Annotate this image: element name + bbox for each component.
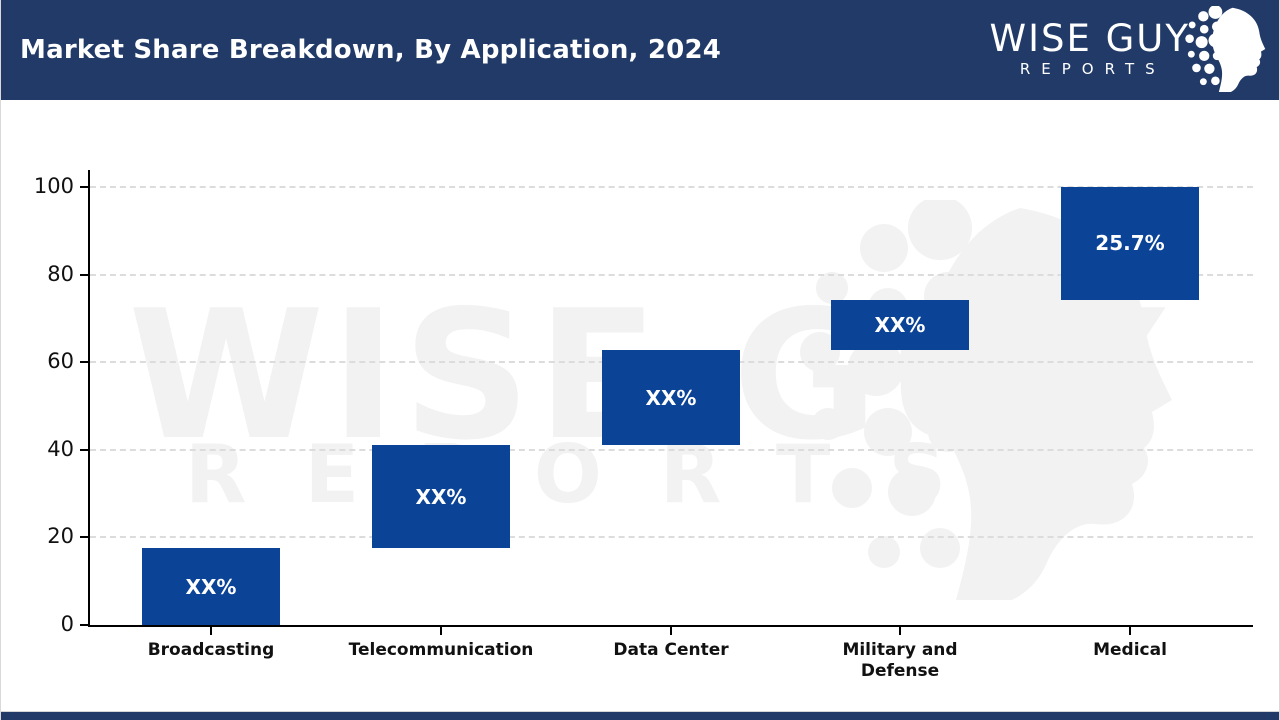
y-axis-tick	[80, 186, 88, 188]
page-title: Market Share Breakdown, By Application, …	[20, 35, 722, 65]
x-axis-category-label: Medical	[1093, 640, 1167, 660]
y-axis-tick	[80, 624, 88, 626]
brand-logo: WISE GUY REPORTS	[990, 6, 1270, 92]
bar-segment: XX%	[142, 548, 280, 625]
brand-logo-line1: WISE GUY	[989, 16, 1190, 60]
y-axis-tick-label: 60	[47, 349, 74, 374]
gridline	[90, 448, 1253, 451]
x-axis-tick	[210, 627, 212, 635]
header-band: Market Share Breakdown, By Application, …	[0, 0, 1280, 100]
x-axis-tick	[670, 627, 672, 635]
bar-segment: XX%	[831, 299, 969, 350]
gridline	[90, 273, 1253, 276]
x-axis-category-label: Data Center	[613, 640, 729, 660]
x-axis-category-label: Military and Defense	[842, 640, 958, 682]
bar-segment: XX%	[372, 445, 510, 549]
y-axis-tick-label: 100	[33, 174, 74, 198]
head-profile-icon	[1185, 6, 1266, 92]
x-axis-tick	[440, 627, 442, 635]
gridline	[90, 536, 1253, 539]
y-axis-tick-label: 80	[47, 261, 74, 286]
x-axis-tick	[1129, 627, 1131, 635]
x-axis-tick	[899, 627, 901, 635]
x-axis-line	[88, 625, 1253, 627]
y-axis-tick-label: 20	[47, 524, 74, 549]
footer-hairline	[0, 711, 1280, 712]
bar-value-label: 25.7%	[1095, 231, 1165, 256]
y-axis-line	[88, 170, 90, 627]
gridline	[90, 186, 1253, 188]
bar-value-label: XX%	[645, 385, 697, 410]
y-axis-tick-label: 40	[47, 436, 74, 461]
x-axis-category-label: Telecommunication	[348, 640, 534, 660]
y-axis-tick	[80, 273, 88, 276]
y-axis-tick-label: 0	[60, 612, 74, 636]
y-axis-tick	[80, 536, 88, 539]
bar-segment: 25.7%	[1061, 187, 1199, 300]
bar-value-label: XX%	[415, 484, 467, 509]
watermark-head-icon	[800, 200, 1172, 600]
bar-value-label: XX%	[874, 312, 926, 337]
y-axis-tick	[80, 448, 88, 451]
y-axis-tick	[80, 361, 88, 364]
bar-value-label: XX%	[185, 574, 237, 599]
brand-logo-line2: REPORTS	[1019, 60, 1166, 79]
x-axis-category-label: Broadcasting	[147, 640, 275, 660]
watermark-text-reports: REPORTS	[185, 428, 1005, 521]
bar-segment: XX%	[602, 349, 740, 446]
footer-band	[0, 712, 1280, 720]
brand-logo-text: WISE GUY REPORTS	[989, 16, 1190, 79]
